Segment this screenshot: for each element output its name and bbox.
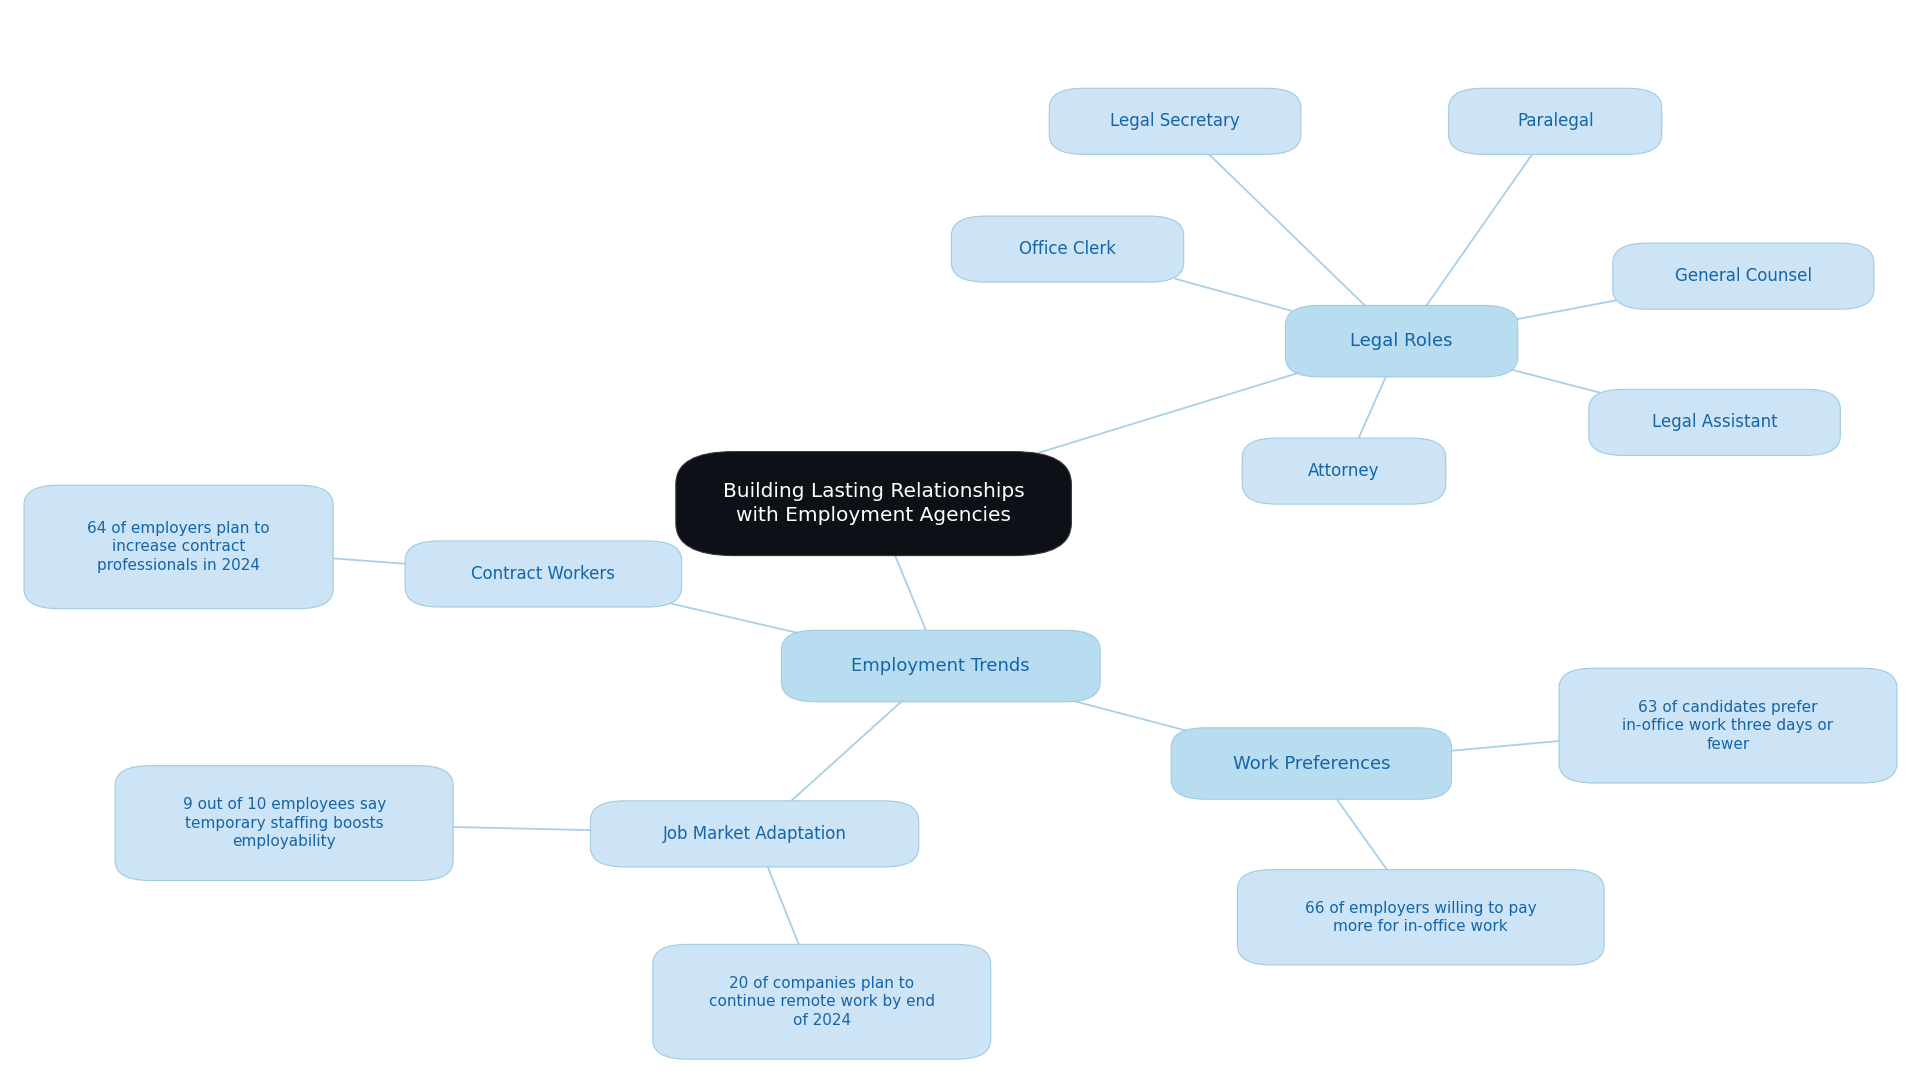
Text: Office Clerk: Office Clerk — [1020, 240, 1116, 258]
FancyBboxPatch shape — [1559, 668, 1897, 783]
FancyBboxPatch shape — [781, 630, 1100, 702]
Text: Building Lasting Relationships
with Employment Agencies: Building Lasting Relationships with Empl… — [722, 482, 1025, 525]
FancyBboxPatch shape — [653, 944, 991, 1059]
FancyBboxPatch shape — [1450, 88, 1661, 155]
FancyBboxPatch shape — [1590, 389, 1839, 455]
FancyBboxPatch shape — [405, 542, 682, 606]
FancyBboxPatch shape — [1171, 728, 1452, 799]
FancyBboxPatch shape — [1286, 305, 1517, 377]
Text: Legal Secretary: Legal Secretary — [1110, 113, 1240, 130]
Text: Employment Trends: Employment Trends — [851, 657, 1031, 675]
FancyBboxPatch shape — [1613, 243, 1874, 310]
Text: 9 out of 10 employees say
temporary staffing boosts
employability: 9 out of 10 employees say temporary staf… — [182, 797, 386, 849]
Text: Attorney: Attorney — [1308, 462, 1380, 480]
Text: General Counsel: General Counsel — [1674, 268, 1812, 285]
FancyBboxPatch shape — [115, 766, 453, 880]
Text: Paralegal: Paralegal — [1517, 113, 1594, 130]
FancyBboxPatch shape — [952, 217, 1183, 282]
FancyBboxPatch shape — [1048, 88, 1302, 155]
Text: Legal Assistant: Legal Assistant — [1651, 414, 1778, 431]
Text: 20 of companies plan to
continue remote work by end
of 2024: 20 of companies plan to continue remote … — [708, 976, 935, 1028]
FancyBboxPatch shape — [676, 452, 1071, 556]
Text: 66 of employers willing to pay
more for in-office work: 66 of employers willing to pay more for … — [1306, 900, 1536, 935]
FancyBboxPatch shape — [23, 485, 334, 609]
FancyBboxPatch shape — [591, 801, 918, 866]
Text: Contract Workers: Contract Workers — [470, 565, 614, 583]
Text: Work Preferences: Work Preferences — [1233, 755, 1390, 772]
FancyBboxPatch shape — [1242, 439, 1446, 505]
Text: Job Market Adaptation: Job Market Adaptation — [662, 825, 847, 843]
Text: 64 of employers plan to
increase contract
professionals in 2024: 64 of employers plan to increase contrac… — [86, 521, 271, 573]
FancyBboxPatch shape — [1236, 870, 1603, 965]
Text: 63 of candidates prefer
in-office work three days or
fewer: 63 of candidates prefer in-office work t… — [1622, 700, 1834, 752]
Text: Legal Roles: Legal Roles — [1350, 332, 1453, 350]
